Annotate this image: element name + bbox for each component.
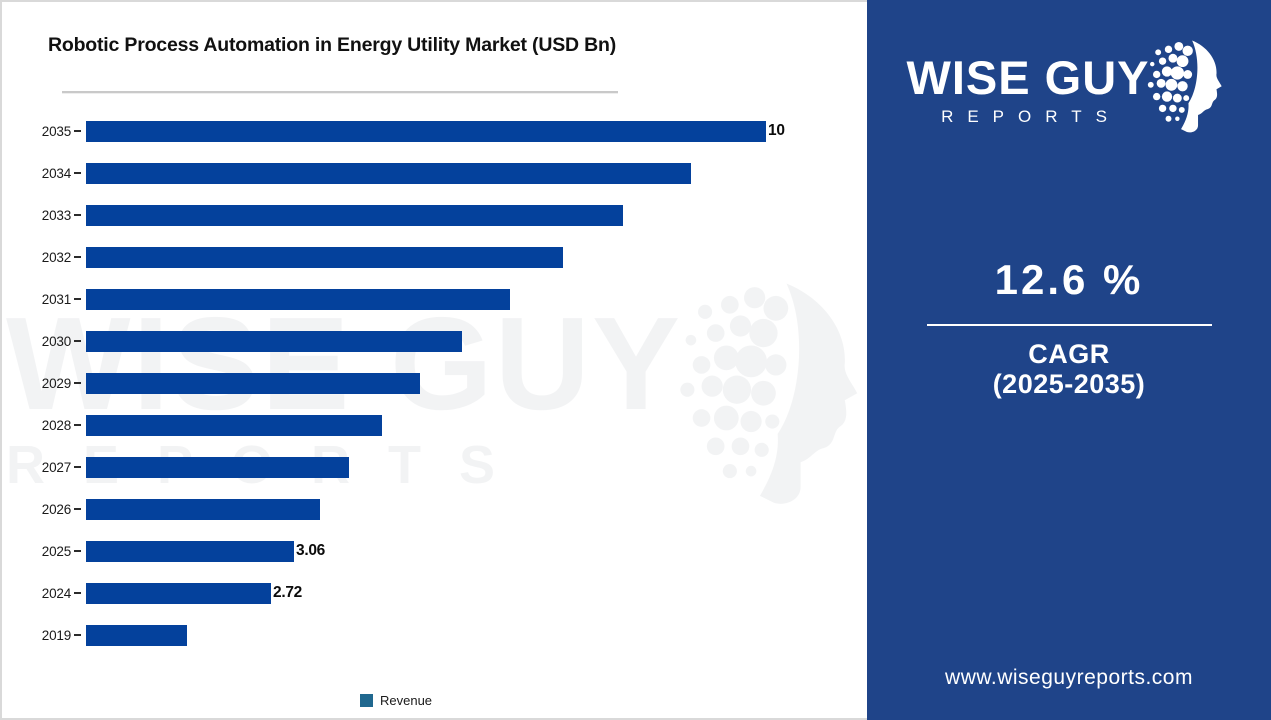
brand-panel: WISE GUY REPORTS 12.6 % CAGR (202 bbox=[867, 0, 1271, 720]
cagr-divider bbox=[927, 324, 1212, 326]
revenue-bar bbox=[86, 414, 382, 436]
y-axis-tick bbox=[74, 592, 81, 594]
y-axis-label: 2032 bbox=[41, 249, 71, 265]
y-axis-label: 2027 bbox=[41, 459, 71, 475]
chart-title: Robotic Process Automation in Energy Uti… bbox=[48, 34, 617, 56]
y-axis-label: 2019 bbox=[41, 627, 71, 643]
revenue-bar bbox=[86, 498, 320, 520]
website-url: www.wiseguyreports.com bbox=[945, 666, 1193, 689]
y-axis-tick bbox=[74, 550, 81, 552]
dotted-head-profile-icon bbox=[1147, 40, 1222, 133]
y-axis-label: 2025 bbox=[41, 543, 71, 559]
y-axis-tick bbox=[74, 172, 81, 174]
revenue-bar bbox=[86, 120, 766, 142]
y-axis-label: 2035 bbox=[41, 123, 71, 139]
brand-logo: WISE GUY REPORTS bbox=[867, 40, 1271, 138]
bar-value-label: 3.06 bbox=[296, 542, 325, 559]
y-axis-tick bbox=[74, 340, 81, 342]
revenue-bar bbox=[86, 456, 349, 478]
y-axis-tick bbox=[74, 382, 81, 384]
bar-row: 2025 3.06 bbox=[0, 540, 860, 562]
legend-label: Revenue bbox=[380, 693, 433, 708]
bar-row: 2026 bbox=[0, 498, 860, 520]
logo-subtitle: REPORTS bbox=[941, 106, 1121, 126]
bar-row: 2030 bbox=[0, 330, 860, 352]
revenue-bar bbox=[86, 540, 294, 562]
bar-value-label: 2.72 bbox=[273, 584, 302, 601]
y-axis-label: 2031 bbox=[41, 291, 71, 307]
revenue-bar bbox=[86, 246, 563, 268]
bar-row: 2027 bbox=[0, 456, 860, 478]
cagr-label: CAGR (2025-2035) bbox=[867, 339, 1271, 399]
y-axis-label: 2034 bbox=[41, 165, 71, 181]
bar-row: 2032 bbox=[0, 246, 860, 268]
bar-row: 2029 bbox=[0, 372, 860, 394]
logo-wordmark: WISE GUY bbox=[906, 51, 1150, 105]
y-axis-label: 2028 bbox=[41, 417, 71, 433]
y-axis-tick bbox=[74, 508, 81, 510]
y-axis-tick bbox=[74, 298, 81, 300]
y-axis-tick bbox=[74, 634, 81, 636]
revenue-bar bbox=[86, 372, 420, 394]
y-axis-label: 2024 bbox=[41, 585, 71, 601]
legend-swatch-revenue bbox=[360, 694, 373, 707]
y-axis-label: 2033 bbox=[41, 207, 71, 223]
revenue-bar bbox=[86, 624, 187, 646]
y-axis-tick bbox=[74, 424, 81, 426]
bar-row: 2031 bbox=[0, 288, 860, 310]
y-axis-label: 2029 bbox=[41, 375, 71, 391]
y-axis-tick bbox=[74, 214, 81, 216]
cagr-label-line2: (2025-2035) bbox=[992, 368, 1146, 399]
y-axis-tick bbox=[74, 256, 81, 258]
y-axis-tick bbox=[74, 466, 81, 468]
revenue-bar bbox=[86, 582, 271, 604]
bar-value-label: 10 bbox=[768, 122, 785, 139]
cagr-label-line1: CAGR bbox=[1028, 339, 1110, 369]
revenue-bar bbox=[86, 330, 462, 352]
bar-row: 2033 bbox=[0, 204, 860, 226]
y-axis-label: 2030 bbox=[41, 333, 71, 349]
revenue-bar bbox=[86, 288, 510, 310]
title-divider bbox=[62, 91, 618, 94]
bar-row: 2034 bbox=[0, 162, 860, 184]
bar-row: 2035 10 bbox=[0, 120, 860, 142]
bar-chart: 2035 10 2034 2033 2032 2031 2030 2029 2028 2027 20… bbox=[0, 120, 860, 646]
bar-row: 2024 2.72 bbox=[0, 582, 860, 604]
bar-row: 2019 bbox=[0, 624, 860, 646]
y-axis-tick bbox=[74, 130, 81, 132]
chart-area: Robotic Process Automation in Energy Uti… bbox=[0, 34, 860, 708]
y-axis-label: 2026 bbox=[41, 501, 71, 517]
revenue-bar bbox=[86, 162, 691, 184]
revenue-bar bbox=[86, 204, 623, 226]
legend: Revenue bbox=[360, 693, 432, 708]
bar-row: 2028 bbox=[0, 414, 860, 436]
cagr-value: 12.6 % bbox=[994, 256, 1144, 303]
